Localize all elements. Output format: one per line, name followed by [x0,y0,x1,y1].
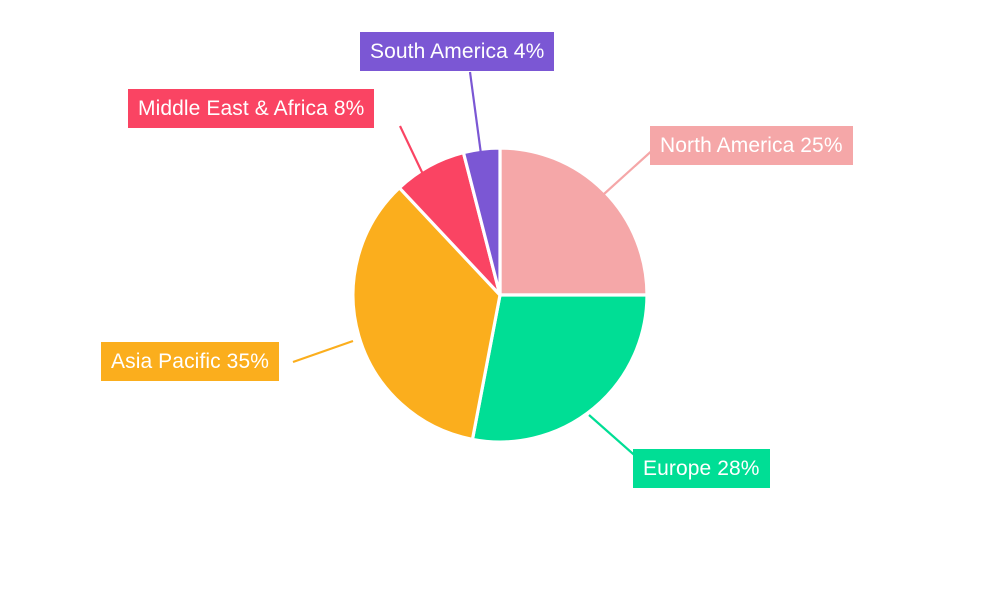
pie-label-north-america[interactable]: North America 25% [650,126,853,165]
pie-slice-asia-pacific[interactable] [351,186,502,441]
pie-slices [351,146,649,444]
pie-leader-lines [292,71,657,461]
pie-label-south-america[interactable]: South America 4% [360,32,555,71]
pie-label-asia-pacific[interactable]: Asia Pacific 35% [101,342,280,381]
leader-line-asia-pacific [292,339,354,364]
pie-label-europe[interactable]: Europe 28% [633,449,770,488]
pie-slice-europe[interactable] [470,293,649,444]
pie-slice-north-america[interactable] [498,146,649,297]
leader-line-north-america [603,146,657,195]
pie-label-middle-east-africa[interactable]: Middle East & Africa 8% [128,89,375,128]
leader-line-south-america [468,71,483,155]
pie-slice-south-america[interactable] [461,146,502,297]
leader-line-europe [588,414,641,461]
leader-line-middle-east-africa [399,125,431,190]
